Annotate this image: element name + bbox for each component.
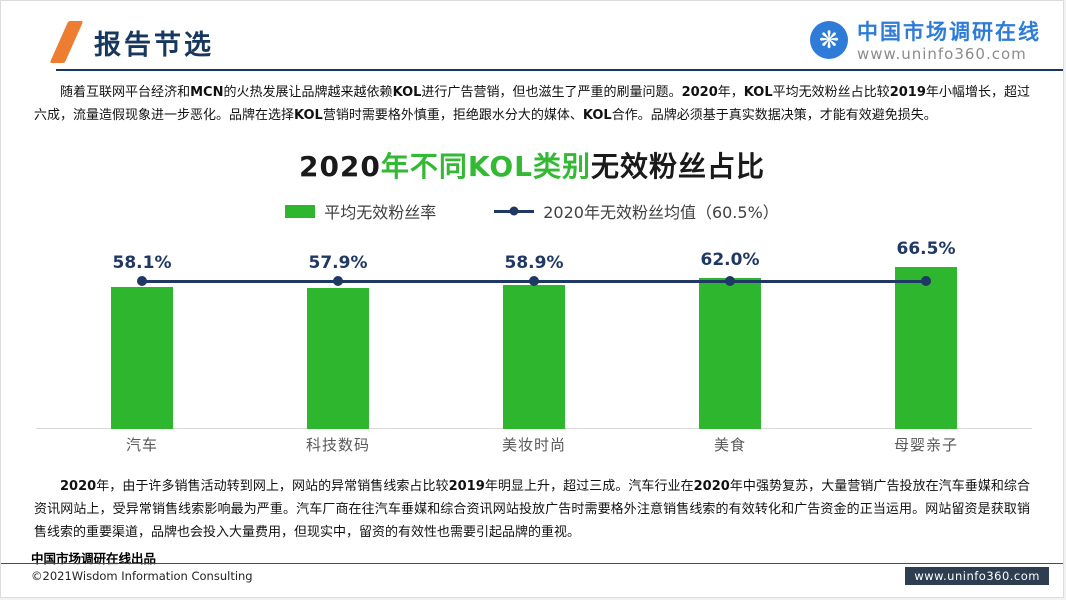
- text-segment: 年中强势复苏，大量营销广告投放在汽车垂媒和综合资讯网站上，受异常销售线索影响最为…: [34, 479, 1030, 540]
- text-segment: 合作。品牌必须基于真实数据决策，才能有效避免损失。: [611, 108, 937, 123]
- bar: [699, 277, 761, 429]
- text-segment: 2020: [60, 479, 97, 494]
- footer-divider: [1, 563, 1063, 564]
- category-label: 美食: [713, 436, 746, 454]
- text-segment: 年小幅增长，超过六成，流量造假现象进一步恶化。品牌在选择: [34, 85, 1030, 123]
- mean-line-dot-icon: [333, 276, 343, 287]
- legend-item-mean: 2020年无效粉丝均值（60.5%）: [494, 199, 779, 223]
- footer-copyright: ©2021Wisdom Information Consulting: [31, 569, 253, 583]
- chart-title: 2020年不同KOL类别无效粉丝占比: [1, 145, 1063, 185]
- bar-value-label: 57.9%: [308, 253, 368, 274]
- bar: [111, 287, 173, 429]
- text-segment: 2020: [298, 150, 381, 183]
- mean-line-dot-icon: [725, 276, 735, 287]
- category-label: 汽车: [125, 436, 158, 454]
- mean-line-dot-icon: [137, 276, 147, 287]
- body-paragraph: 2020年，由于许多销售活动转到网上，网站的异常销售线索占比较2019年明显上升…: [34, 475, 1030, 544]
- text-segment: KOL: [582, 108, 612, 123]
- text-segment: 随着互联网平台经济和: [60, 85, 191, 100]
- text-segment: KOL: [743, 85, 773, 100]
- slash-icon: [49, 21, 84, 63]
- category-label: 科技数码: [305, 436, 370, 454]
- text-segment: 无效粉丝占比: [591, 150, 766, 183]
- bar-value-label: 62.0%: [700, 249, 760, 270]
- text-segment: 2020: [693, 479, 730, 494]
- page-title: 报告节选: [94, 29, 214, 61]
- bar-value-label: 58.9%: [504, 253, 564, 274]
- text-segment: 年，: [717, 85, 744, 100]
- mean-line-dot-icon: [921, 276, 931, 287]
- bar: [307, 287, 369, 429]
- legend-bar-label: 平均无效粉丝率: [324, 203, 437, 222]
- brand-name: 中国市场调研在线: [857, 20, 1041, 44]
- text-segment: 2019: [448, 479, 485, 494]
- legend-bar-swatch-icon: [285, 204, 316, 218]
- text-segment: 年，由于许多销售活动转到网上，网站的异常销售线索占比较: [96, 479, 449, 494]
- text-segment: KOL: [294, 108, 323, 123]
- category-axis: 汽车 科技数码 美妆时尚 美食 母婴亲子: [44, 434, 1024, 455]
- footer-producer: 中国市场调研在线出品: [31, 551, 157, 566]
- category-label: 母婴亲子: [893, 436, 958, 454]
- category-label: 美妆时尚: [501, 436, 566, 454]
- text-segment: 进行广告营销，但也滋生了严重的刷量问题。: [421, 85, 682, 100]
- text-segment: 营销时需要格外慎重，拒绝跟水分大的媒体、: [322, 108, 583, 123]
- bar: [895, 266, 957, 429]
- bar-value-label: 66.5%: [896, 238, 956, 259]
- bar: [503, 285, 565, 429]
- chart-legend: 平均无效粉丝率 2020年无效粉丝均值（60.5%）: [1, 199, 1063, 223]
- legend-mean-label: 2020年无效粉丝均值（60.5%）: [543, 203, 779, 222]
- text-segment: 2019: [889, 85, 926, 100]
- text-segment: 的火热发展让品牌越来越依赖: [223, 85, 393, 100]
- text-segment: MCN: [190, 85, 224, 100]
- legend-item-bars: 平均无效粉丝率: [285, 199, 436, 223]
- intro-paragraph: 随着互联网平台经济和MCN的火热发展让品牌越来越依赖KOL进行广告营销，但也滋生…: [34, 81, 1030, 127]
- brand-logo: ❋ 中国市场调研在线 www.uninfo360.com: [810, 16, 1041, 63]
- text-segment: 年明显上升，超过三成。汽车行业在: [484, 479, 694, 494]
- bar-value-label: 58.1%: [112, 253, 172, 274]
- text-segment: 年不同KOL类别: [380, 150, 591, 183]
- mean-line-dot-icon: [529, 276, 539, 287]
- bar-chart-plot: 58.1% 57.9% 58.9% 62.0% 66.5%: [36, 229, 1032, 429]
- footer-url-badge[interactable]: www.uninfo360.com: [905, 567, 1049, 585]
- text-segment: KOL: [392, 85, 422, 100]
- snowflake-logo-icon: ❋: [810, 20, 848, 59]
- header: 报告节选: [49, 21, 214, 63]
- legend-line-marker-icon: [494, 206, 535, 216]
- brand-url: www.uninfo360.com: [857, 45, 1027, 63]
- text-segment: 平均无效粉丝占比较: [772, 85, 890, 100]
- header-divider: [56, 69, 1063, 71]
- text-segment: 2020: [681, 85, 718, 100]
- legend-dot-icon: [509, 206, 519, 216]
